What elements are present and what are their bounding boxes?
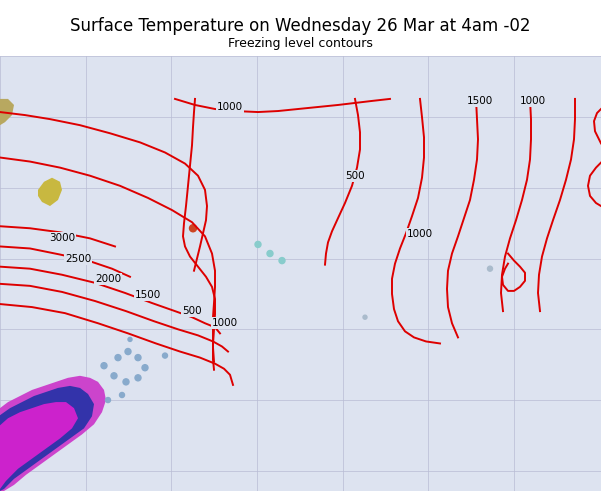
Circle shape (363, 315, 367, 319)
Circle shape (120, 392, 124, 398)
Polygon shape (38, 178, 62, 206)
Circle shape (125, 349, 131, 355)
Circle shape (279, 258, 285, 264)
Text: 2000: 2000 (95, 274, 121, 284)
Circle shape (162, 353, 168, 358)
Circle shape (487, 266, 492, 271)
Circle shape (135, 355, 141, 360)
Circle shape (111, 373, 117, 379)
Text: 500: 500 (345, 171, 365, 181)
Text: 1000: 1000 (520, 96, 546, 106)
Polygon shape (0, 402, 78, 489)
Text: 1000: 1000 (212, 318, 238, 328)
Text: Surface Temperature on Wednesday 26 Mar at 4am -02: Surface Temperature on Wednesday 26 Mar … (70, 17, 531, 35)
Circle shape (255, 242, 261, 247)
Circle shape (189, 225, 197, 232)
Circle shape (106, 398, 111, 403)
Text: Freezing level contours: Freezing level contours (228, 37, 373, 50)
Circle shape (101, 363, 107, 369)
Circle shape (267, 250, 273, 257)
Polygon shape (0, 99, 14, 125)
Circle shape (115, 355, 121, 360)
Text: 1500: 1500 (135, 290, 161, 300)
Circle shape (135, 375, 141, 381)
Text: 1000: 1000 (217, 102, 243, 112)
Text: 500: 500 (182, 306, 202, 316)
Text: 2500: 2500 (65, 253, 91, 264)
Text: 1500: 1500 (467, 96, 493, 106)
Text: 3000: 3000 (49, 233, 75, 244)
Text: 1000: 1000 (407, 229, 433, 239)
Circle shape (123, 379, 129, 385)
Polygon shape (0, 386, 94, 491)
Circle shape (128, 337, 132, 341)
Polygon shape (0, 376, 106, 491)
Circle shape (142, 365, 148, 371)
